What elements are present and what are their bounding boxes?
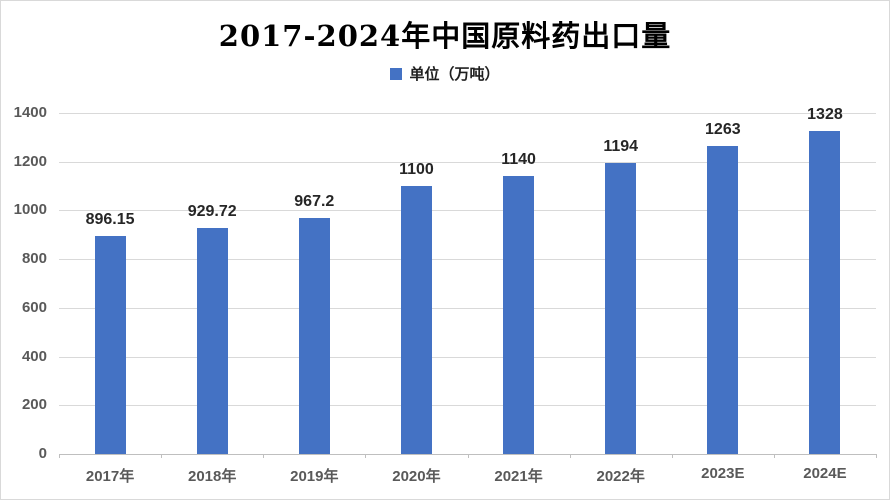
y-axis-tick-label: 200	[21, 396, 47, 414]
bar-value-label: 1140	[501, 151, 536, 169]
x-axis-tick-label: 2022年	[596, 468, 645, 485]
x-axis-tick-mark	[365, 454, 367, 458]
bar-value-label: 1100	[399, 161, 434, 179]
gridline	[59, 113, 876, 114]
bar	[400, 186, 432, 454]
x-axis-tick-mark	[59, 454, 60, 458]
bar	[196, 227, 228, 454]
x-axis-tick-label: 2018年	[188, 468, 237, 485]
bar-value-label: 1194	[603, 138, 639, 156]
bar	[94, 235, 126, 454]
bar-value-label: 929.72	[187, 202, 237, 220]
gridline	[59, 259, 876, 261]
x-axis-tick-mark	[773, 454, 775, 458]
x-axis-tick-label: 2019年	[290, 468, 339, 485]
bar-value-label: 896.15	[85, 210, 135, 228]
y-axis-tick-label: 1000	[13, 201, 47, 219]
legend-swatch-icon	[390, 67, 403, 80]
y-axis-tick-label: 600	[21, 298, 47, 316]
x-axis-tick-mark	[569, 454, 571, 458]
plot-area: 0 200 400 600 800 1000 1200 1400 896.15 2017年 929.…	[14, 104, 877, 485]
gridline	[59, 161, 876, 163]
bar	[605, 163, 637, 454]
x-axis-tick-mark	[467, 454, 469, 458]
x-axis-tick-label: 2023E	[701, 465, 745, 482]
gridline	[59, 405, 876, 407]
bar	[503, 176, 535, 454]
x-axis-tick-label: 2020年	[392, 468, 441, 485]
bar	[707, 146, 739, 454]
gridline	[59, 307, 876, 309]
bar-value-label: 1263	[705, 121, 741, 139]
y-axis-tick-label: 1200	[13, 152, 47, 170]
bar-value-label: 1328	[807, 105, 843, 123]
x-axis-tick-label: 2024E	[803, 465, 847, 482]
x-axis-tick-label: 2021年	[494, 468, 543, 485]
legend-label: 单位（万吨）	[409, 65, 500, 83]
gridline	[59, 210, 876, 212]
x-axis-tick-label: 2017年	[85, 468, 135, 485]
bar-value-label: 967.2	[294, 193, 335, 211]
bar	[809, 130, 841, 454]
x-axis-tick-mark	[161, 454, 163, 458]
y-axis-tick-label: 0	[38, 445, 47, 462]
chart-title: 2017-2024年中国原料药出口量	[218, 19, 672, 53]
bar	[298, 218, 330, 454]
y-axis-tick-label: 800	[21, 250, 47, 268]
y-axis-tick-label: 400	[21, 347, 47, 365]
y-axis-tick-label: 1400	[13, 104, 47, 121]
gridline	[59, 356, 876, 358]
x-axis-tick-mark	[263, 454, 265, 458]
legend: 单位（万吨）	[1, 63, 889, 84]
x-axis-tick-mark	[671, 454, 673, 458]
x-axis-tick-mark	[876, 454, 877, 458]
